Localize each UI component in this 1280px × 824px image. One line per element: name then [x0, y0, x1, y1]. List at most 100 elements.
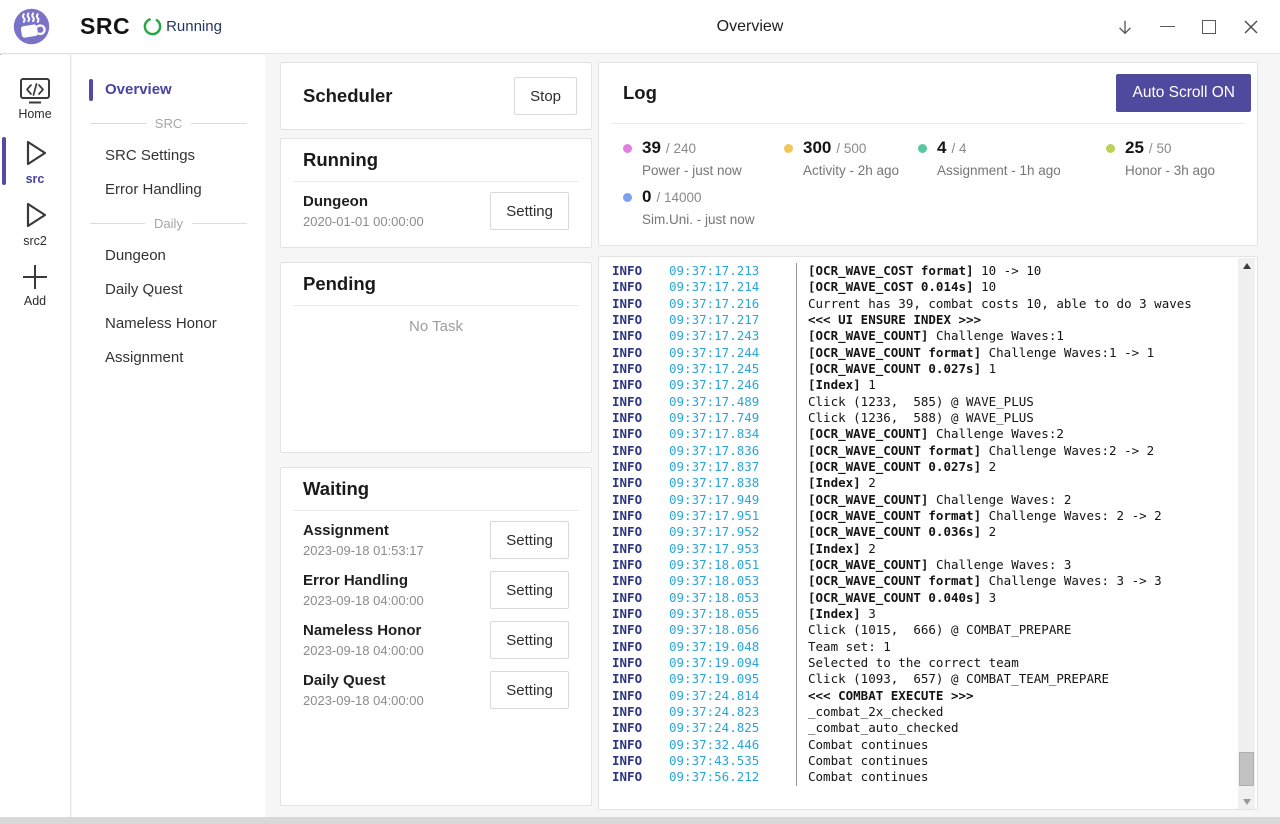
- nav-group-src: SRC: [72, 107, 265, 139]
- stat-item: 39 240 Power - just now: [623, 138, 784, 178]
- log-message: [Index] 2: [796, 475, 876, 492]
- app-logo-icon: [13, 8, 50, 45]
- rail-item-src[interactable]: src: [0, 131, 71, 191]
- maximize-icon: [1202, 19, 1216, 34]
- rail-item-home[interactable]: Home: [0, 69, 71, 129]
- pending-card-title: Pending: [303, 273, 376, 294]
- stat-value: 25: [1125, 138, 1144, 157]
- log-message: [OCR_WAVE_COUNT format] Challenge Waves:…: [796, 507, 1162, 525]
- nav-item-nameless-honor[interactable]: Nameless Honor: [105, 315, 217, 332]
- log-timestamp: 09:37:17.214: [669, 279, 760, 295]
- stat-value: 0: [642, 187, 652, 206]
- log-message: [OCR_WAVE_COUNT 0.036s] 2: [796, 524, 996, 541]
- scroll-up-button[interactable]: [1238, 258, 1255, 273]
- task-setting-button[interactable]: Setting: [490, 671, 569, 709]
- stat-dot-icon: [918, 143, 927, 153]
- log-line: INFO 09:37:17.489 Click (1233, 585) @ WA…: [612, 393, 1233, 410]
- divider: [293, 181, 579, 182]
- log-level: INFO: [612, 393, 643, 409]
- stat-item: 25 50 Honor - 3h ago: [1106, 138, 1257, 178]
- stop-button[interactable]: Stop: [514, 77, 577, 115]
- triangle-down-icon: [1242, 798, 1251, 805]
- log-timestamp: 09:37:18.051: [669, 556, 760, 572]
- minimize-icon: [1159, 26, 1175, 27]
- task-setting-button[interactable]: Setting: [490, 192, 569, 230]
- stat-caption: Honor - 3h ago: [1125, 163, 1216, 178]
- play-icon: [26, 140, 47, 166]
- task-time: 2023-09-18 01:53:17: [303, 543, 424, 558]
- task-setting-button[interactable]: Setting: [490, 521, 569, 559]
- running-task-list: Dungeon 2020-01-01 00:00:00 Setting: [281, 182, 591, 236]
- nav-item-assignment[interactable]: Assignment: [105, 349, 184, 366]
- maximize-button[interactable]: [1188, 7, 1230, 47]
- stat-item: 0 14000 Sim.Uni. - just now: [623, 187, 784, 227]
- log-timestamp: 09:37:19.048: [669, 638, 760, 654]
- task-time: 2023-09-18 04:00:00: [303, 643, 424, 658]
- hide-window-button[interactable]: [1104, 7, 1146, 47]
- log-level: INFO: [612, 507, 643, 523]
- minimize-button[interactable]: [1146, 7, 1188, 47]
- log-message: Selected to the correct team: [796, 654, 1019, 672]
- log-timestamp: 09:37:17.489: [669, 393, 760, 409]
- task-time: 2020-01-01 00:00:00: [303, 214, 424, 229]
- log-message: [OCR_WAVE_COUNT format] Challenge Waves:…: [796, 442, 1154, 459]
- log-level: INFO: [612, 622, 643, 638]
- rail-item-label: Add: [23, 294, 47, 308]
- rail-item-add[interactable]: Add: [0, 255, 71, 315]
- log-level: INFO: [612, 426, 643, 442]
- log-line: INFO 09:37:19.095 Click (1093, 657) @ CO…: [612, 671, 1233, 688]
- nav-item-overview[interactable]: Overview: [72, 73, 265, 107]
- task-time: 2023-09-18 04:00:00: [303, 593, 424, 608]
- close-button[interactable]: [1230, 7, 1272, 47]
- running-card-title: Running: [303, 149, 379, 170]
- log-level: INFO: [612, 263, 643, 278]
- log-line: INFO 09:37:18.053 [OCR_WAVE_COUNT 0.040s…: [612, 589, 1233, 606]
- stat-dot-icon: [623, 143, 632, 153]
- log-message: [OCR_WAVE_COUNT] Challenge Waves:2: [796, 426, 1064, 443]
- stat-total: 14000: [656, 190, 702, 205]
- log-level: INFO: [612, 752, 643, 768]
- nav-item-daily-quest[interactable]: Daily Quest: [105, 281, 183, 298]
- nav-item-src-settings[interactable]: SRC Settings: [105, 147, 196, 164]
- window-controls: [1104, 7, 1272, 47]
- stat-value: 4: [937, 138, 947, 157]
- log-line: INFO 09:37:17.214 [OCR_WAVE_COST 0.014s]…: [612, 279, 1233, 296]
- scroll-down-button[interactable]: [1238, 794, 1255, 809]
- log-message: Click (1093, 657) @ COMBAT_TEAM_PREPARE: [796, 671, 1109, 688]
- task-setting-button[interactable]: Setting: [490, 571, 569, 609]
- log-level: INFO: [612, 442, 643, 458]
- log-level: INFO: [612, 344, 643, 360]
- log-level: INFO: [612, 279, 643, 295]
- nav-item-dungeon[interactable]: Dungeon: [105, 247, 166, 264]
- log-level: INFO: [612, 736, 643, 752]
- log-level: INFO: [612, 605, 643, 621]
- log-message: Combat continues: [796, 752, 928, 770]
- nav-item-error-handling[interactable]: Error Handling: [105, 181, 202, 198]
- log-timestamp: 09:37:17.951: [669, 507, 760, 523]
- stat-dot-icon: [623, 192, 632, 202]
- task-nav: Overview SRC SRC Settings Error Handling…: [72, 55, 265, 817]
- log-line: INFO 09:37:17.213 [OCR_WAVE_COST format]…: [612, 263, 1233, 280]
- task-setting-button[interactable]: Setting: [490, 621, 569, 659]
- log-level: INFO: [612, 524, 643, 540]
- log-message: [Index] 2: [796, 540, 876, 557]
- rail-item-src2[interactable]: src2: [0, 193, 71, 253]
- log-timestamp: 09:37:17.952: [669, 524, 760, 540]
- task-time: 2023-09-18 04:00:00: [303, 693, 424, 708]
- log-line: INFO 09:37:43.535 Combat continues: [612, 752, 1233, 770]
- auto-scroll-toggle[interactable]: Auto Scroll ON: [1116, 74, 1251, 112]
- log-timestamp: 09:37:19.095: [669, 671, 760, 687]
- log-level: INFO: [612, 295, 643, 311]
- log-line: INFO 09:37:17.216 Current has 39, combat…: [612, 295, 1233, 312]
- scrollbar-thumb[interactable]: [1239, 752, 1254, 786]
- log-header-card: Log Auto Scroll ON 39 240 Power - jus: [598, 62, 1258, 246]
- log-line: INFO 09:37:17.837 [OCR_WAVE_COUNT 0.027s…: [612, 458, 1233, 476]
- stat-value: 300: [803, 138, 832, 157]
- log-timestamp: 09:37:17.953: [669, 540, 760, 556]
- log-scrollbar[interactable]: [1238, 258, 1255, 809]
- log-line: INFO 09:37:17.749 Click (1236, 588) @ WA…: [612, 409, 1233, 427]
- log-level: INFO: [612, 687, 643, 703]
- stat-item: 300 500 Activity - 2h ago: [784, 138, 918, 178]
- log-line: INFO 09:37:24.814 <<< COMBAT EXECUTE >>>: [612, 687, 1233, 704]
- log-level: INFO: [612, 703, 643, 719]
